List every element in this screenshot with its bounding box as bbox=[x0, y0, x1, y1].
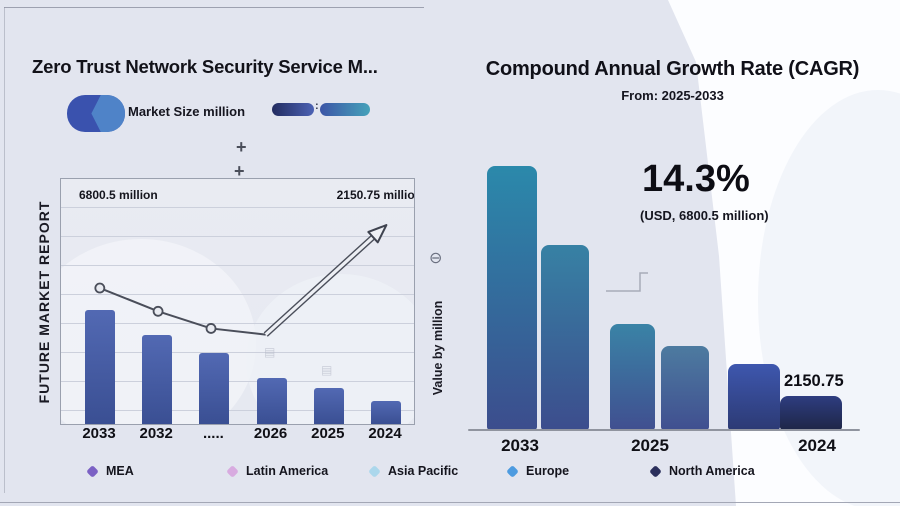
legend-diamond-icon bbox=[506, 464, 519, 478]
legend-pill-dark[interactable] bbox=[272, 103, 314, 116]
max-value-annotation: 6800.5 million bbox=[79, 188, 158, 202]
frame-bottom-line bbox=[0, 502, 900, 503]
right-x-label: 2025 bbox=[631, 436, 669, 455]
cagr-value: 14.3% bbox=[642, 158, 750, 200]
market-size-icon bbox=[67, 95, 125, 132]
x-axis-line bbox=[468, 429, 860, 431]
cagr-title: Compound Annual Growth Rate (CAGR) bbox=[485, 58, 860, 80]
legend-label: North America bbox=[669, 464, 755, 478]
right-chart-bar bbox=[780, 396, 842, 430]
document-icon: ▤ bbox=[321, 363, 333, 377]
left-x-label: 2025 bbox=[311, 425, 345, 442]
legend-item-north-america[interactable]: North America bbox=[649, 464, 755, 478]
legend-label: Europe bbox=[526, 464, 570, 478]
legend-label: Asia Pacific bbox=[388, 464, 459, 478]
pill-separator: : bbox=[315, 100, 319, 112]
legend-diamond-icon bbox=[368, 464, 381, 478]
legend-item-mea[interactable]: MEA bbox=[86, 464, 134, 478]
left-chart-bar bbox=[371, 401, 401, 424]
legend-label: MEA bbox=[106, 464, 134, 478]
legend-diamond-icon bbox=[649, 464, 662, 478]
right-x-label: 2033 bbox=[501, 436, 539, 455]
legend-label: Latin America bbox=[246, 464, 329, 478]
legend-pill-teal[interactable] bbox=[320, 103, 370, 116]
page-title: Zero Trust Network Security Service M... bbox=[32, 56, 378, 77]
frame-left-line bbox=[4, 7, 5, 493]
right-chart-bar bbox=[728, 364, 780, 430]
zoom-in-icon[interactable]: + bbox=[234, 161, 245, 181]
hexagon-icon bbox=[91, 95, 125, 132]
left-x-label: ..... bbox=[202, 425, 224, 442]
legend-item-latin-america[interactable]: Latin America bbox=[226, 464, 329, 478]
left-x-label: 2032 bbox=[139, 425, 173, 442]
zoom-in-icon[interactable]: + bbox=[236, 137, 247, 157]
left-x-label: 2033 bbox=[82, 425, 116, 442]
left-chart-bar bbox=[313, 388, 344, 424]
document-icon: ▤ bbox=[264, 345, 276, 359]
trend-arrow bbox=[94, 224, 388, 337]
left-chart-area: 6800.5 million 2150.75 million ▤ ▤ bbox=[60, 178, 415, 425]
legend-diamond-icon bbox=[226, 464, 239, 478]
left-chart-bar bbox=[85, 310, 115, 424]
left-chart-bar bbox=[199, 353, 230, 424]
white-diagonal-panel bbox=[668, 0, 900, 506]
watermark-label: FUTURE MARKET REPORT bbox=[36, 200, 52, 404]
left-x-axis-labels: 2033 2032..... 2026 2025 2024 bbox=[60, 425, 413, 445]
data-label-2024: 2150.75 bbox=[784, 372, 844, 390]
right-x-label: 2024 bbox=[798, 436, 836, 455]
legend-item-europe[interactable]: Europe bbox=[506, 464, 570, 478]
min-value-annotation: 2150.75 million bbox=[336, 188, 415, 202]
legend-diamond-icon bbox=[86, 464, 99, 478]
y-axis-label: Value by million bbox=[431, 300, 445, 396]
right-chart-bar bbox=[541, 245, 589, 430]
cagr-note: (USD, 6800.5 million) bbox=[640, 208, 769, 223]
left-chart-bar bbox=[256, 378, 287, 424]
zoom-out-icon[interactable]: ⊖ bbox=[429, 250, 443, 267]
cagr-subtitle: From: 2025-2033 bbox=[621, 88, 724, 103]
legend-item-asia-pacific[interactable]: Asia Pacific bbox=[368, 464, 459, 478]
gridlines bbox=[61, 179, 414, 424]
left-chart-bar bbox=[142, 335, 173, 424]
left-x-label: 2026 bbox=[253, 425, 288, 442]
left-x-label: 2024 bbox=[368, 425, 402, 442]
frame-top-line bbox=[4, 7, 424, 8]
right-chart-bar bbox=[661, 346, 709, 430]
region-legend: MEA Latin America Asia Pacific Europe North … bbox=[0, 464, 900, 486]
market-size-label: Market Size million bbox=[128, 104, 246, 119]
right-chart-bar bbox=[610, 324, 655, 430]
right-chart-bar bbox=[487, 166, 537, 430]
